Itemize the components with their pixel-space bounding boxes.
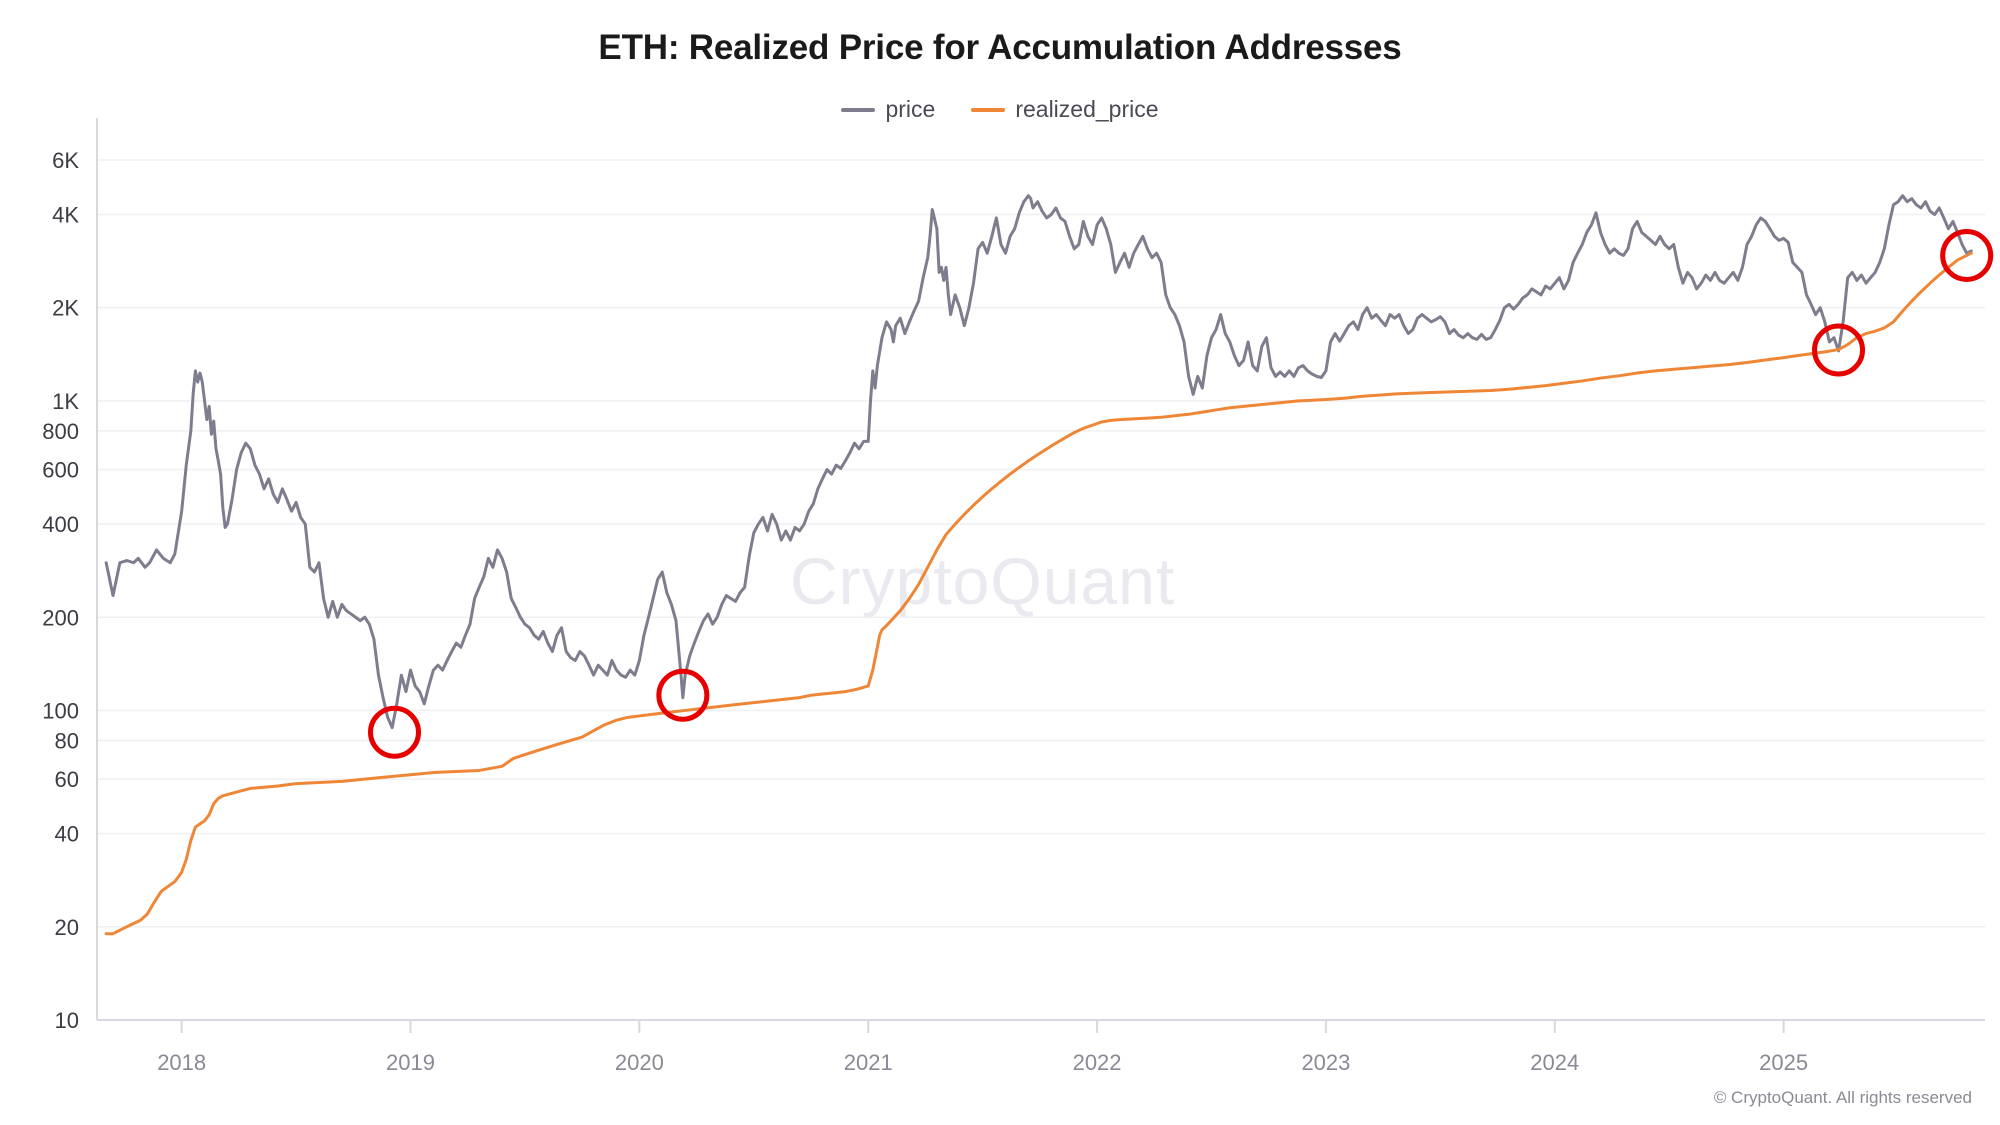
legend-item-price[interactable]: price bbox=[841, 96, 935, 123]
y-axis-tick-label: 1K bbox=[52, 389, 79, 414]
y-axis-tick-label: 100 bbox=[42, 698, 79, 723]
y-axis-tick-label: 200 bbox=[42, 605, 79, 630]
x-axis-tick-label: 2019 bbox=[386, 1050, 435, 1075]
legend-label-realized-price: realized_price bbox=[1015, 96, 1159, 122]
y-axis-tick-label: 600 bbox=[42, 458, 79, 483]
y-axis-tick-label: 60 bbox=[55, 767, 79, 792]
x-axis-tick-label: 2023 bbox=[1301, 1050, 1350, 1075]
y-axis-tick-label: 10 bbox=[55, 1008, 79, 1033]
chart-legend: price realized_price bbox=[0, 96, 2000, 123]
y-axis-tick-label: 6K bbox=[52, 148, 79, 173]
x-axis-tick-label: 2025 bbox=[1759, 1050, 1808, 1075]
legend-item-realized-price[interactable]: realized_price bbox=[971, 96, 1159, 123]
annotation-circle bbox=[1940, 228, 1994, 282]
series-line-realized-price bbox=[104, 251, 1973, 936]
legend-swatch-price bbox=[841, 107, 876, 112]
annotation-circle bbox=[1812, 323, 1866, 377]
x-axis-tick-label: 2024 bbox=[1530, 1050, 1579, 1075]
legend-swatch-realized-price bbox=[971, 107, 1006, 112]
legend-label-price: price bbox=[885, 96, 936, 122]
y-axis-tick-label: 40 bbox=[55, 822, 79, 847]
y-axis-tick-label: 400 bbox=[42, 512, 79, 537]
x-axis-tick-label: 2020 bbox=[615, 1050, 664, 1075]
y-axis-tick-label: 4K bbox=[52, 203, 79, 228]
x-axis-tick-label: 2018 bbox=[157, 1050, 206, 1075]
annotation-circle bbox=[656, 668, 710, 722]
page-title: ETH: Realized Price for Accumulation Add… bbox=[598, 28, 1402, 67]
y-axis-tick-label: 20 bbox=[55, 915, 79, 940]
x-axis-tick-label: 2021 bbox=[844, 1050, 893, 1075]
series-line-price bbox=[104, 194, 1973, 730]
copyright-notice: © CryptoQuant. All rights reserved bbox=[1713, 1088, 1972, 1107]
y-axis-tick-label: 800 bbox=[42, 419, 79, 444]
y-axis-tick-label: 2K bbox=[52, 296, 79, 321]
x-axis-tick-label: 2022 bbox=[1073, 1050, 1122, 1075]
annotation-circle bbox=[368, 705, 422, 759]
y-axis-tick-label: 80 bbox=[55, 728, 79, 753]
